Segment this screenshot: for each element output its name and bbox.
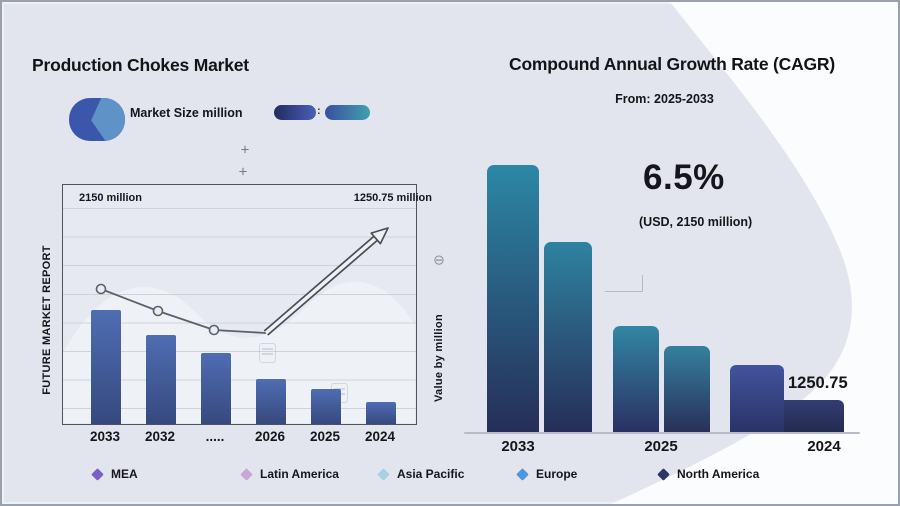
right-bar-2025-b	[664, 346, 710, 432]
cagr-subtitle: From: 2025-2033	[615, 92, 714, 106]
cagr-value: 6.5%	[643, 158, 725, 197]
legend-label: Asia Pacific	[397, 467, 465, 481]
market-size-chart	[62, 184, 417, 425]
trend-marker-icon	[152, 305, 164, 317]
legend-item-mea: MEA	[91, 467, 138, 481]
x-label: 2033	[89, 429, 121, 444]
right-bar-2024-a	[730, 365, 784, 432]
x-axis-labels: 2033 2032 ..... 2026 2025 2024	[62, 429, 417, 444]
market-size-legend-label: Market Size million	[130, 106, 243, 120]
year-label: 2024	[807, 438, 841, 455]
left-bar-2026	[256, 379, 286, 424]
diamond-marker-icon	[377, 467, 390, 481]
diamond-marker-icon	[516, 467, 529, 481]
circled-minus-icon: ⊖	[433, 251, 445, 268]
right-bar-2033-b	[544, 242, 592, 432]
left-bar-2033	[91, 310, 121, 424]
page-title: Production Chokes Market	[32, 55, 249, 75]
ratio-pill-blue-icon	[274, 105, 316, 120]
right-bar-2033-a	[487, 165, 539, 432]
right-bar-2025-a	[613, 326, 659, 432]
trend-marker-icon	[95, 283, 107, 295]
cagr-note: (USD, 2150 million)	[639, 215, 753, 229]
annotation-end-value: 1250.75 million	[353, 192, 432, 204]
cagr-title: Compound Annual Growth Rate (CAGR)	[509, 54, 835, 74]
year-label: 2033	[501, 438, 535, 455]
year-label: 2025	[644, 438, 678, 455]
right-bar-2024-b	[784, 400, 844, 432]
annotation-max-value: 2150 million	[79, 192, 142, 204]
trend-arrowhead-icon	[370, 227, 389, 245]
diamond-marker-icon	[657, 467, 670, 481]
x-label: 2032	[144, 429, 176, 444]
left-bar-mid	[201, 353, 231, 424]
ratio-pill-teal-icon	[325, 105, 370, 120]
trend-marker-icon	[208, 324, 220, 336]
left-bar-2024	[366, 402, 396, 424]
legend-item-asia-pacific: Asia Pacific	[377, 467, 465, 481]
cagr-chart	[467, 165, 859, 432]
trend-line	[100, 288, 267, 334]
x-label: 2026	[254, 429, 286, 444]
left-bar-2025	[311, 389, 341, 424]
diamond-marker-icon	[91, 467, 104, 481]
bar-value-label: 1250.75	[788, 374, 848, 392]
step-line-decoration	[605, 275, 643, 292]
x-label: 2024	[364, 429, 396, 444]
ratio-separator: :	[317, 105, 321, 117]
trend-line-overlay	[95, 227, 389, 336]
cylinder-icon	[69, 98, 125, 141]
plus-icon: +	[238, 163, 248, 181]
legend-item-europe: Europe	[516, 467, 578, 481]
x-label: 2025	[309, 429, 341, 444]
gridlines	[63, 208, 416, 410]
legend-label: MEA	[111, 467, 138, 481]
left-bar-2032	[146, 335, 176, 424]
legend-label: Latin America	[260, 467, 339, 481]
plus-icon: +	[240, 141, 250, 159]
trend-arrow-shaft	[264, 236, 378, 335]
watermark-document-icon	[259, 343, 276, 363]
legend-label: Europe	[536, 467, 578, 481]
legend-item-north-america: North America	[657, 467, 760, 481]
x-label: .....	[205, 429, 225, 444]
market-size-bars	[63, 185, 416, 424]
legend-label: North America	[677, 467, 760, 481]
legend-item-latin-america: Latin America	[240, 467, 339, 481]
diamond-marker-icon	[240, 467, 253, 481]
x-axis-line	[464, 432, 860, 434]
y-axis-label-left: FUTURE MARKET REPORT	[41, 245, 53, 395]
y-axis-label-right: Value by million	[433, 314, 445, 402]
